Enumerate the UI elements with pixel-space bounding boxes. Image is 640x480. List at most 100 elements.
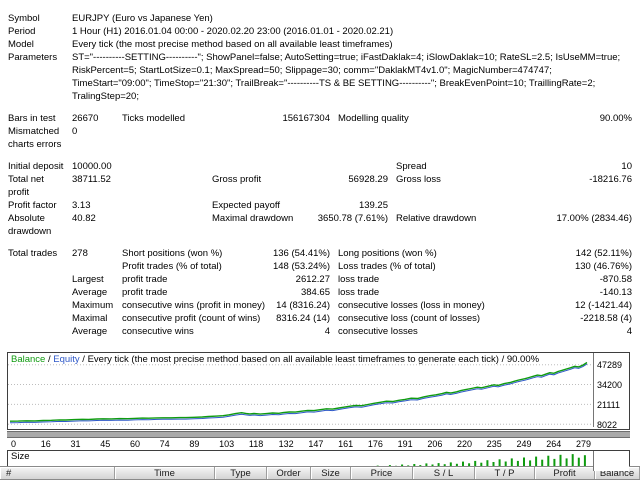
- report-cell: 40.82: [72, 213, 96, 224]
- x-axis-label: 206: [427, 439, 443, 449]
- x-axis-label: 118: [248, 439, 264, 449]
- column-header-size[interactable]: Size: [311, 467, 351, 479]
- report-cell: 10: [621, 161, 632, 172]
- report-cell: 10000.00: [72, 161, 112, 172]
- report-cell: Modelling quality: [338, 113, 409, 124]
- x-axis-label: 31: [70, 439, 81, 449]
- x-axis-label: 74: [159, 439, 170, 449]
- report-cell: EURJPY (Euro vs Japanese Yen): [72, 13, 213, 24]
- report-cell: Expected payoff: [212, 200, 280, 211]
- report-cell: 14 (8316.24): [276, 300, 330, 311]
- report-cell: ST="----------SETTING----------"; ShowPa…: [72, 52, 621, 102]
- column-header-sl[interactable]: S / L: [413, 467, 475, 479]
- report-cell: Short positions (won %): [122, 248, 223, 259]
- report-cell: 130 (46.76%): [574, 261, 632, 272]
- report-row: Period 1 Hour (H1) 2016.01.04 00:00 - 202…: [8, 25, 632, 38]
- report-row: Initial deposit 10000.00 Spread 10: [8, 160, 632, 173]
- report-cell: consecutive wins (profit in money): [122, 300, 266, 311]
- x-axis-label: 132: [278, 439, 294, 449]
- report-cell: 26670: [72, 113, 99, 124]
- report-cell: Maximal: [72, 313, 108, 324]
- balance-plot[interactable]: [8, 353, 595, 427]
- report-row: Profit factor 3.13 Expected payoff 139.25: [8, 199, 632, 212]
- column-header-type[interactable]: Type: [215, 467, 267, 479]
- size-chart-label: Size: [11, 451, 30, 462]
- report-cell: Maximum: [72, 300, 114, 311]
- x-axis-label: 235: [486, 439, 502, 449]
- report-row: Model Every tick (the most precise method…: [8, 38, 632, 51]
- report-cell: Profit factor: [8, 200, 57, 211]
- report-cell: Relative drawdown: [396, 213, 477, 224]
- report-cell: Absolute drawdown: [8, 213, 52, 237]
- x-axis-label: 249: [516, 439, 532, 449]
- report-cell: Average: [72, 287, 108, 298]
- x-axis-label: 161: [338, 439, 354, 449]
- report-cell: 148 (53.24%): [272, 261, 330, 272]
- report-cell: 56928.29: [348, 174, 388, 185]
- report-cell: Every tick (the most precise method base…: [72, 39, 393, 50]
- x-axis-label: 147: [308, 439, 324, 449]
- report-cell: -2218.58 (4): [580, 313, 632, 324]
- report-row: Total net profit 38711.52 Gross profit 5692…: [8, 173, 632, 199]
- column-header-profit[interactable]: Profit: [535, 467, 595, 479]
- report-cell: 3.13: [72, 200, 91, 211]
- report-cell: Spread: [396, 161, 427, 172]
- x-axis-label: 0: [11, 439, 17, 449]
- report-cell: 142 (52.11%): [575, 248, 632, 259]
- report-cell: profit trade: [122, 274, 168, 285]
- report-cell: consecutive profit (count of wins): [122, 313, 261, 324]
- report-row: Absolute drawdown 40.82 Maximal drawdown 36…: [8, 212, 632, 238]
- report-row: Mismatched charts errors 0: [8, 125, 632, 151]
- report-row: Bars in test 26670 Ticks modelled 156167304…: [8, 112, 632, 125]
- report-cell: Bars in test: [8, 113, 56, 124]
- chart-splitter[interactable]: [7, 431, 630, 438]
- report-cell: -18216.76: [589, 174, 632, 185]
- report-cell: 4: [626, 326, 632, 337]
- report-cell: 139.25: [358, 200, 388, 211]
- report-cell: Maximal drawdown: [212, 213, 294, 224]
- report-cell: loss trade: [338, 287, 380, 298]
- x-axis-label: 176: [367, 439, 383, 449]
- report-cell: 136 (54.41%): [272, 248, 330, 259]
- report-row: Largest profit trade 2612.27 loss trade -870…: [8, 273, 632, 286]
- report-cell: consecutive wins: [122, 326, 194, 337]
- legend-balance: Balance: [11, 354, 46, 365]
- balance-chart[interactable]: Balance / Equity / Every tick (the most …: [7, 352, 630, 430]
- x-axis-label: 16: [40, 439, 51, 449]
- report-cell: Loss trades (% of total): [338, 261, 436, 272]
- y-axis-label: 34200: [597, 380, 623, 391]
- report-cell: consecutive losses (loss in money): [338, 300, 485, 311]
- report-row: Maximum consecutive wins (profit in money…: [8, 299, 632, 312]
- column-header-price[interactable]: Price: [351, 467, 413, 479]
- report-cell: 90.00%: [599, 113, 632, 124]
- x-axis: 0 16 31 45 60 74 89 103 118 132 147 161 176 191 206 220…: [7, 439, 630, 449]
- report-cell: 3650.78 (7.61%): [317, 213, 388, 224]
- report-cell: Ticks modelled: [122, 113, 186, 124]
- report-cell: loss trade: [338, 274, 380, 285]
- report-row: Maximal consecutive profit (count of wins…: [8, 312, 632, 325]
- x-axis-label: 89: [189, 439, 200, 449]
- report-cell: Average: [72, 326, 108, 337]
- column-header-order[interactable]: Order: [267, 467, 311, 479]
- report-cell: 2612.27: [295, 274, 330, 285]
- report-cell: Initial deposit: [8, 161, 64, 172]
- report-row: Average consecutive wins 4 consecutive loss…: [8, 325, 632, 338]
- report-row: Symbol EURJPY (Euro vs Japanese Yen): [8, 12, 632, 25]
- y-axis: 47289 34200 21111 8022: [593, 353, 629, 430]
- y-axis-label: 8022: [597, 419, 618, 430]
- column-header-tp[interactable]: T / P: [475, 467, 535, 479]
- report-cell: consecutive loss (count of losses): [338, 313, 481, 324]
- column-header-#[interactable]: #: [0, 467, 115, 479]
- column-header-time[interactable]: Time: [115, 467, 215, 479]
- x-axis-label: 279: [576, 439, 592, 449]
- report-cell: 156167304: [282, 113, 330, 124]
- report-cell: Profit trades (% of total): [122, 261, 222, 272]
- graph-section: Balance / Equity / Every tick (the most …: [7, 352, 630, 474]
- chart-legend: Balance / Equity / Every tick (the most …: [11, 354, 540, 365]
- report-cell: 8316.24 (14): [276, 313, 330, 324]
- report-cell: Model: [8, 39, 34, 50]
- x-axis-label: 45: [100, 439, 111, 449]
- report-cell: 4: [324, 326, 330, 337]
- report-cell: consecutive losses: [338, 326, 418, 337]
